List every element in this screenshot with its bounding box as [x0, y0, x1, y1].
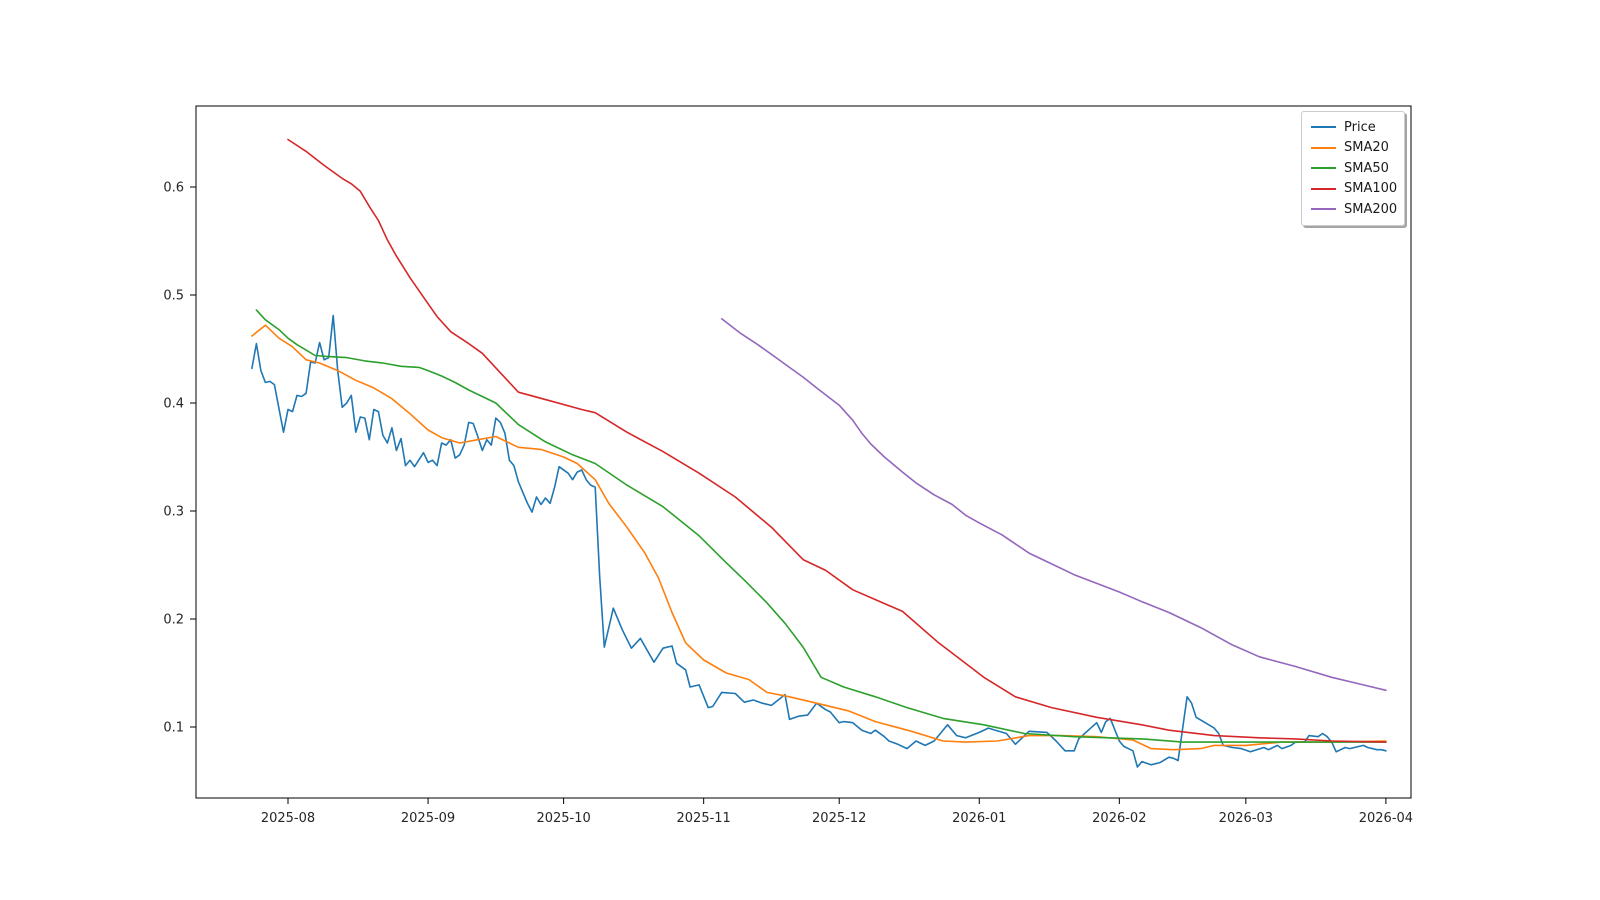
sma50-line: [255, 309, 1387, 743]
x-tick-label: 2026-03: [1219, 811, 1273, 826]
y-tick-label: 0.5: [163, 289, 184, 304]
sma100-line-swatch: [1311, 187, 1336, 190]
legend-item-price: Price: [1311, 117, 1396, 138]
y-tick-label: 0.1: [163, 721, 184, 736]
y-tick-label: 0.4: [163, 397, 184, 412]
legend-item-sma100: SMA100: [1311, 179, 1398, 200]
y-tick-label: 0.6: [163, 181, 184, 196]
legend-label-sma20: SMA20: [1344, 140, 1389, 156]
legend-label-sma50: SMA50: [1344, 160, 1389, 176]
legend-item-sma200: SMA200: [1311, 199, 1398, 220]
x-tick-label: 2025-08: [261, 811, 315, 826]
y-tick-label: 0.2: [163, 613, 184, 628]
legend-label-sma100: SMA100: [1344, 181, 1398, 197]
sma50-line-swatch: [1311, 167, 1336, 170]
legend-item-sma20: SMA20: [1311, 138, 1396, 159]
price-line: [251, 314, 1387, 768]
x-tick-label: 2025-10: [536, 811, 590, 826]
sma20-line-swatch: [1311, 146, 1336, 149]
x-tick-label: 2025-11: [677, 811, 731, 826]
sma200-line-swatch: [1311, 208, 1336, 211]
x-tick-label: 2026-01: [952, 811, 1006, 826]
y-tick-label: 0.3: [163, 505, 184, 520]
sma200-line: [720, 317, 1387, 692]
legend-label-price: Price: [1344, 119, 1376, 135]
x-tick-label: 2025-09: [401, 811, 455, 826]
legend-item-sma50: SMA50: [1311, 158, 1396, 179]
sma100-line: [287, 138, 1387, 743]
x-tick-label: 2025-12: [812, 811, 866, 826]
legend-label-sma200: SMA200: [1344, 201, 1398, 217]
axes-spines: [195, 105, 1412, 799]
price-line-swatch: [1311, 126, 1336, 129]
x-tick-label: 2026-04: [1359, 811, 1413, 826]
legend: Price SMA20 SMA50 SMA100 SMA200: [1301, 111, 1405, 226]
x-tick-label: 2026-02: [1092, 811, 1146, 826]
